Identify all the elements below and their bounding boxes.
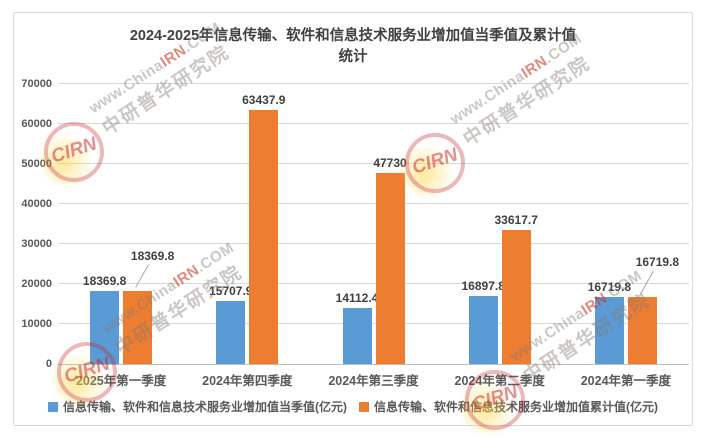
bar-series-0-cat-4: [594, 297, 624, 364]
bar-series-1-cat-0: [123, 290, 153, 364]
legend-label-quarterly: 信息传输、软件和信息技术服务业增加值当季值(亿元): [63, 400, 347, 414]
legend-item-cumulative: 信息传输、软件和信息技术服务业增加值累计值(亿元): [359, 398, 658, 415]
gridline: [58, 123, 689, 124]
y-tick-label: 50000: [21, 158, 52, 170]
bar-series-1-cat-3: [501, 229, 531, 364]
x-axis-line: [58, 364, 689, 365]
x-category-label: 2024年第四季度: [202, 374, 293, 388]
gridline: [58, 163, 689, 164]
data-label: 16719.8: [635, 255, 680, 270]
legend-label-cumulative: 信息传输、软件和信息技术服务业增加值累计值(亿元): [374, 400, 658, 414]
legend-swatch-quarterly: [48, 401, 58, 412]
legend-swatch-cumulative: [359, 401, 369, 412]
x-axis: 2025年第一季度 2024年第四季度 2024年第三季度 2024年第二季度 2024…: [58, 370, 689, 390]
data-label: 47730: [373, 156, 407, 171]
data-label: 16719.8: [587, 280, 632, 295]
gridline: [58, 203, 689, 204]
plot-area: 18369.8 18369.8 15707.9 63437.9 14112.4 47730…: [58, 83, 689, 365]
chart-title: 2024-2025年信息传输、软件和信息技术服务业增加值当季值及累计值统计: [129, 28, 577, 65]
data-label: 15707.9: [209, 284, 253, 299]
x-category-label: 2024年第一季度: [580, 374, 672, 388]
bar-series-0-cat-3: [468, 296, 498, 364]
y-tick-label: 0: [45, 358, 52, 370]
y-tick-label: 30000: [21, 238, 52, 250]
data-label: 63437.9: [242, 93, 286, 108]
data-label: 18369.8: [82, 273, 127, 288]
y-tick-label: 40000: [21, 198, 52, 210]
bar-series-1-cat-2: [375, 173, 405, 364]
data-label: 16897.8: [461, 279, 505, 294]
y-tick-label: 60000: [21, 118, 52, 130]
gridline: [58, 283, 689, 284]
bar-series-1-cat-1: [249, 110, 279, 364]
gridline: [58, 83, 689, 84]
x-category-label: 2024年第三季度: [328, 374, 419, 388]
bar-series-0-cat-2: [342, 307, 372, 364]
gridline: [58, 243, 689, 244]
y-tick-label: 70000: [21, 78, 52, 90]
gridline: [58, 323, 689, 324]
bar-series-0-cat-1: [216, 301, 246, 364]
data-label: 14112.4: [335, 290, 379, 305]
legend: 信息传输、软件和信息技术服务业增加值当季值(亿元) 信息传输、软件和信息技术服务…: [14, 398, 692, 415]
bar-series-0-cat-0: [90, 290, 120, 364]
y-axis: 0 10000 20000 30000 40000 50000 60000 70000: [14, 78, 52, 370]
x-category-label: 2024年第二季度: [454, 374, 545, 388]
bar-series-1-cat-4: [627, 297, 657, 364]
y-tick-label: 10000: [21, 318, 52, 330]
data-label: 33617.7: [494, 212, 538, 227]
data-label: 18369.8: [130, 248, 175, 263]
x-category-label: 2025年第一季度: [75, 374, 167, 388]
y-tick-label: 20000: [21, 278, 52, 290]
legend-item-quarterly: 信息传输、软件和信息技术服务业增加值当季值(亿元): [48, 398, 347, 415]
